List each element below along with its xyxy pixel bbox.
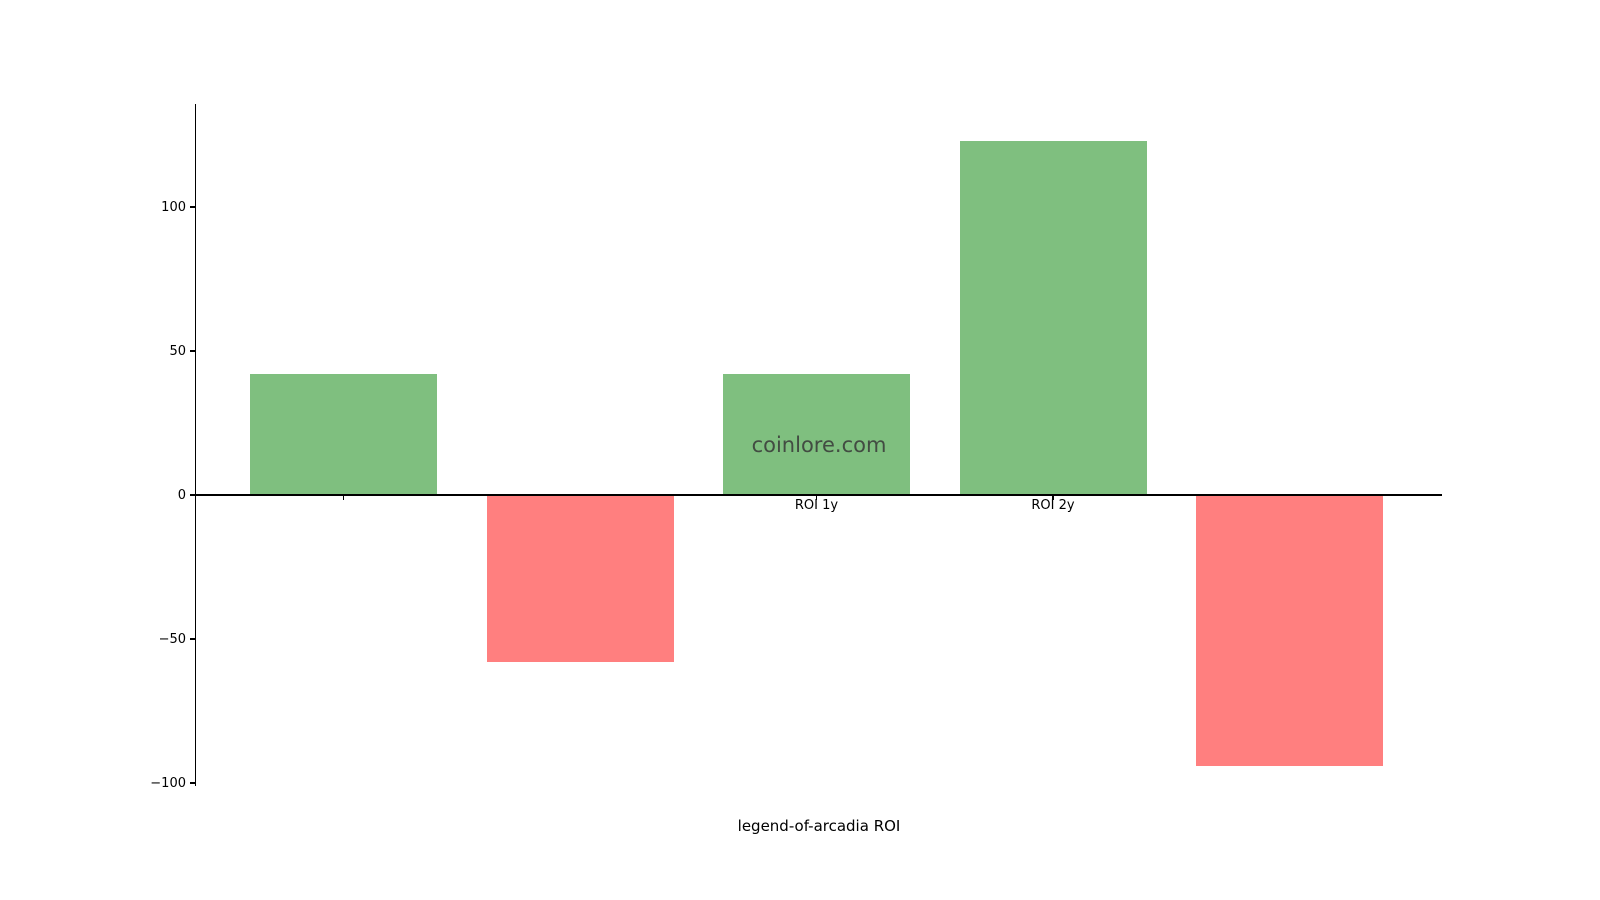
- bar-roi-1y: [723, 374, 910, 495]
- y-tick-mark: [190, 350, 195, 352]
- x-tick-mark: [1052, 495, 1054, 501]
- y-axis-spine: [195, 104, 197, 786]
- y-tick-label: 0: [177, 487, 186, 503]
- x-tick-label: ROI 2y: [1031, 498, 1075, 513]
- y-tick-label: −50: [158, 631, 186, 647]
- x-tick-mark: [815, 495, 818, 501]
- x-tick-mark: [342, 495, 345, 501]
- bar-roi-2y: [959, 140, 1147, 495]
- y-tick-mark: [190, 206, 195, 208]
- x-axis-title: legend-of-arcadia ROI: [737, 817, 901, 835]
- y-tick-mark: [190, 494, 195, 496]
- x-axis-zero-line: [196, 494, 1442, 496]
- x-tick-label: ROI 1y: [794, 498, 839, 513]
- bar-1: [250, 374, 437, 495]
- bar-5: [1196, 495, 1383, 766]
- y-tick-label: 100: [161, 199, 186, 215]
- y-tick-mark: [190, 638, 195, 640]
- y-tick-mark: [190, 782, 195, 784]
- y-tick-label: −100: [150, 775, 186, 791]
- y-tick-label: 50: [169, 343, 186, 359]
- bar-2: [486, 495, 674, 663]
- watermark: coinlore.com: [751, 433, 887, 457]
